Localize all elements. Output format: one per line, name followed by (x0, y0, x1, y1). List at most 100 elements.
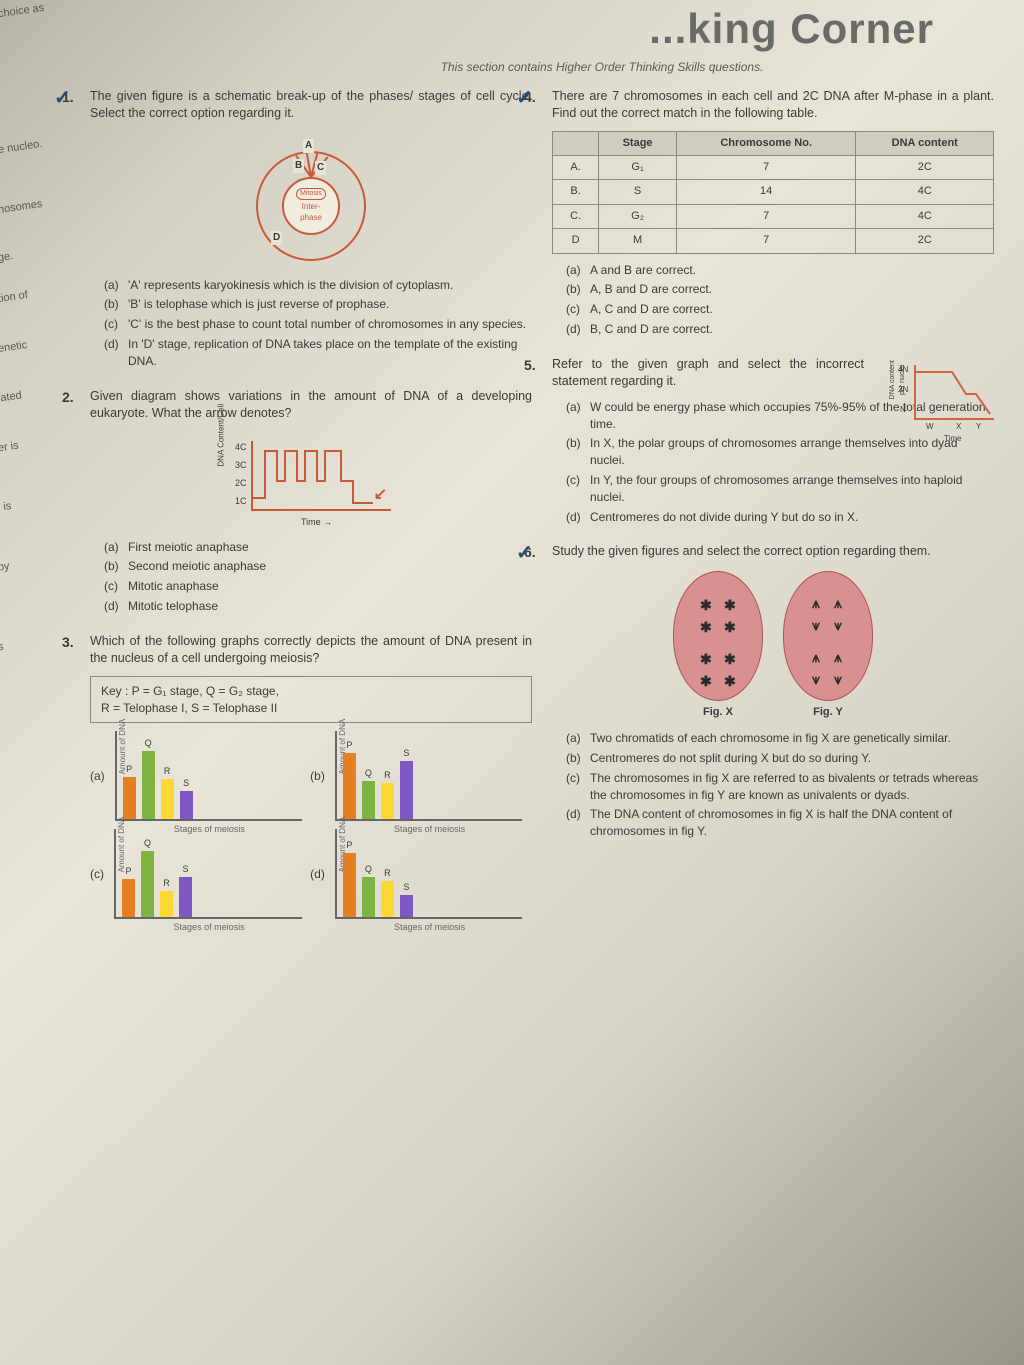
question-number: 2. (62, 388, 74, 408)
option-text: 'B' is telophase which is just reverse o… (128, 296, 389, 313)
question-number: 1. (62, 88, 74, 108)
bar-label: S (179, 863, 192, 876)
question-text: Given diagram shows variations in the am… (90, 388, 532, 423)
option: (b)Second meiotic anaphase (104, 558, 532, 575)
bar-label: P (343, 839, 356, 852)
option-letter: (a) (104, 277, 128, 294)
option: (d)The DNA content of chromosomes in fig… (566, 806, 994, 840)
label-a: A (303, 139, 314, 153)
table-cell: B. (553, 180, 599, 204)
key-box: Key : P = G₁ stage, Q = G₂ stage, R = Te… (90, 676, 532, 724)
bar-label: P (122, 865, 135, 878)
label-c: C (315, 161, 326, 175)
option-letter: (a) (566, 730, 590, 747)
option-letter: (c) (104, 316, 128, 333)
option-text: Second meiotic anaphase (128, 558, 266, 575)
table-row: C.G₂74C (553, 204, 994, 228)
page-edge-text: l is (0, 499, 12, 516)
table-cell: 7 (676, 155, 856, 179)
bar: R (381, 783, 394, 819)
table-row: DM72C (553, 229, 994, 253)
bar-label: P (343, 739, 356, 752)
option-text: Mitotic anaphase (128, 578, 219, 595)
option-letter: (b) (104, 558, 128, 575)
bar-label: S (180, 777, 193, 790)
figure-label: Fig. Y (783, 705, 873, 720)
option-letter: (d) (566, 509, 590, 526)
question-number: 5. (524, 356, 536, 376)
chart-letter: (b) (310, 768, 325, 785)
question-number: 4. (524, 88, 536, 108)
bar-chart-option: (b)Amount of DNAPQRSStages of meiosis (310, 731, 522, 821)
question-text: The given figure is a schematic break-up… (90, 88, 532, 123)
option-text: The DNA content of chromosomes in fig X … (590, 806, 994, 840)
option: (d)Mitotic telophase (104, 598, 532, 615)
table-cell: A. (553, 155, 599, 179)
option: (c)Mitotic anaphase (104, 578, 532, 595)
options: (a)'A' represents karyokinesis which is … (90, 277, 532, 370)
page-edge-text: er is (0, 439, 20, 457)
y-axis-label: DNA Content/Cell (215, 403, 226, 466)
option-text: Two chromatids of each chromosome in fig… (590, 730, 951, 747)
bar-label: Q (362, 863, 375, 876)
option-text: 'C' is the best phase to count total num… (128, 316, 526, 333)
bar: S (179, 877, 192, 917)
bar: P (343, 753, 356, 819)
table-cell: C. (553, 204, 599, 228)
option-letter: (d) (104, 598, 128, 615)
bar: P (122, 879, 135, 917)
ytick: 2N (898, 384, 908, 395)
table-cell: 2C (856, 155, 994, 179)
bar: Q (141, 851, 154, 917)
bar-label: Q (362, 767, 375, 780)
option-letter: (d) (566, 321, 590, 338)
dna-phase-graph: DNA content per nuclei 4N 2N N W X Y Tim… (884, 360, 1004, 440)
arrow-icon: ↙ (374, 484, 387, 506)
option-text: In Y, the four groups of chromosomes arr… (590, 472, 994, 506)
option: (d)B, C and D are correct. (566, 321, 994, 338)
option: (a)A and B are correct. (566, 262, 994, 279)
bar: P (343, 853, 356, 917)
table-cell: M (599, 229, 677, 253)
chart-letter: (a) (90, 768, 105, 785)
option: (b)A, B and D are correct. (566, 281, 994, 298)
bar: R (161, 779, 174, 819)
question-3: 3. Which of the following graphs correct… (90, 633, 532, 920)
question-1: 1. The given figure is a schematic break… (90, 88, 532, 370)
ytick: 1C (235, 495, 247, 508)
option-letter: (d) (566, 806, 590, 840)
table-cell: 7 (676, 204, 856, 228)
option: (c)The chromosomes in fig X are referred… (566, 770, 994, 804)
xtick: W (926, 421, 934, 432)
question-number: 3. (62, 633, 74, 653)
question-text: There are 7 chromosomes in each cell and… (552, 88, 994, 123)
option-letter: (c) (566, 472, 590, 506)
chart-options: (a)Amount of DNAPQRSStages of meiosis(b)… (90, 731, 532, 919)
option: (c)In Y, the four groups of chromosomes … (566, 472, 994, 506)
bar: Q (142, 751, 155, 819)
ytick: 4N (898, 364, 908, 375)
option-text: Centromeres do not split during X but do… (590, 750, 871, 767)
page-subtitle: This section contains Higher Order Think… (210, 59, 994, 76)
bar-label: R (381, 867, 394, 880)
option-text: Mitotic telophase (128, 598, 218, 615)
option-letter: (a) (566, 399, 590, 433)
cell-figure-y: ⩚ ⩚ ⩛ ⩛ ⩚ ⩚ ⩛ ⩛ (783, 571, 873, 701)
options: (a)Two chromatids of each chromosome in … (552, 730, 994, 840)
bar: S (400, 761, 413, 819)
bar-label: Q (142, 737, 155, 750)
option: (b)Centromeres do not split during X but… (566, 750, 994, 767)
table-cell: D (553, 229, 599, 253)
question-4: 4. There are 7 chromosomes in each cell … (552, 88, 994, 338)
option: (a)Two chromatids of each chromosome in … (566, 730, 994, 747)
question-6: 6. Study the given figures and select th… (552, 543, 994, 840)
bar-label: S (400, 881, 413, 894)
page-edge-text: by (0, 559, 11, 576)
table-header (553, 131, 599, 155)
option: (a)First meiotic anaphase (104, 539, 532, 556)
option-letter: (b) (104, 296, 128, 313)
bar-label: R (160, 877, 173, 890)
table-cell: 14 (676, 180, 856, 204)
table-header: DNA content (856, 131, 994, 155)
option-letter: (c) (104, 578, 128, 595)
